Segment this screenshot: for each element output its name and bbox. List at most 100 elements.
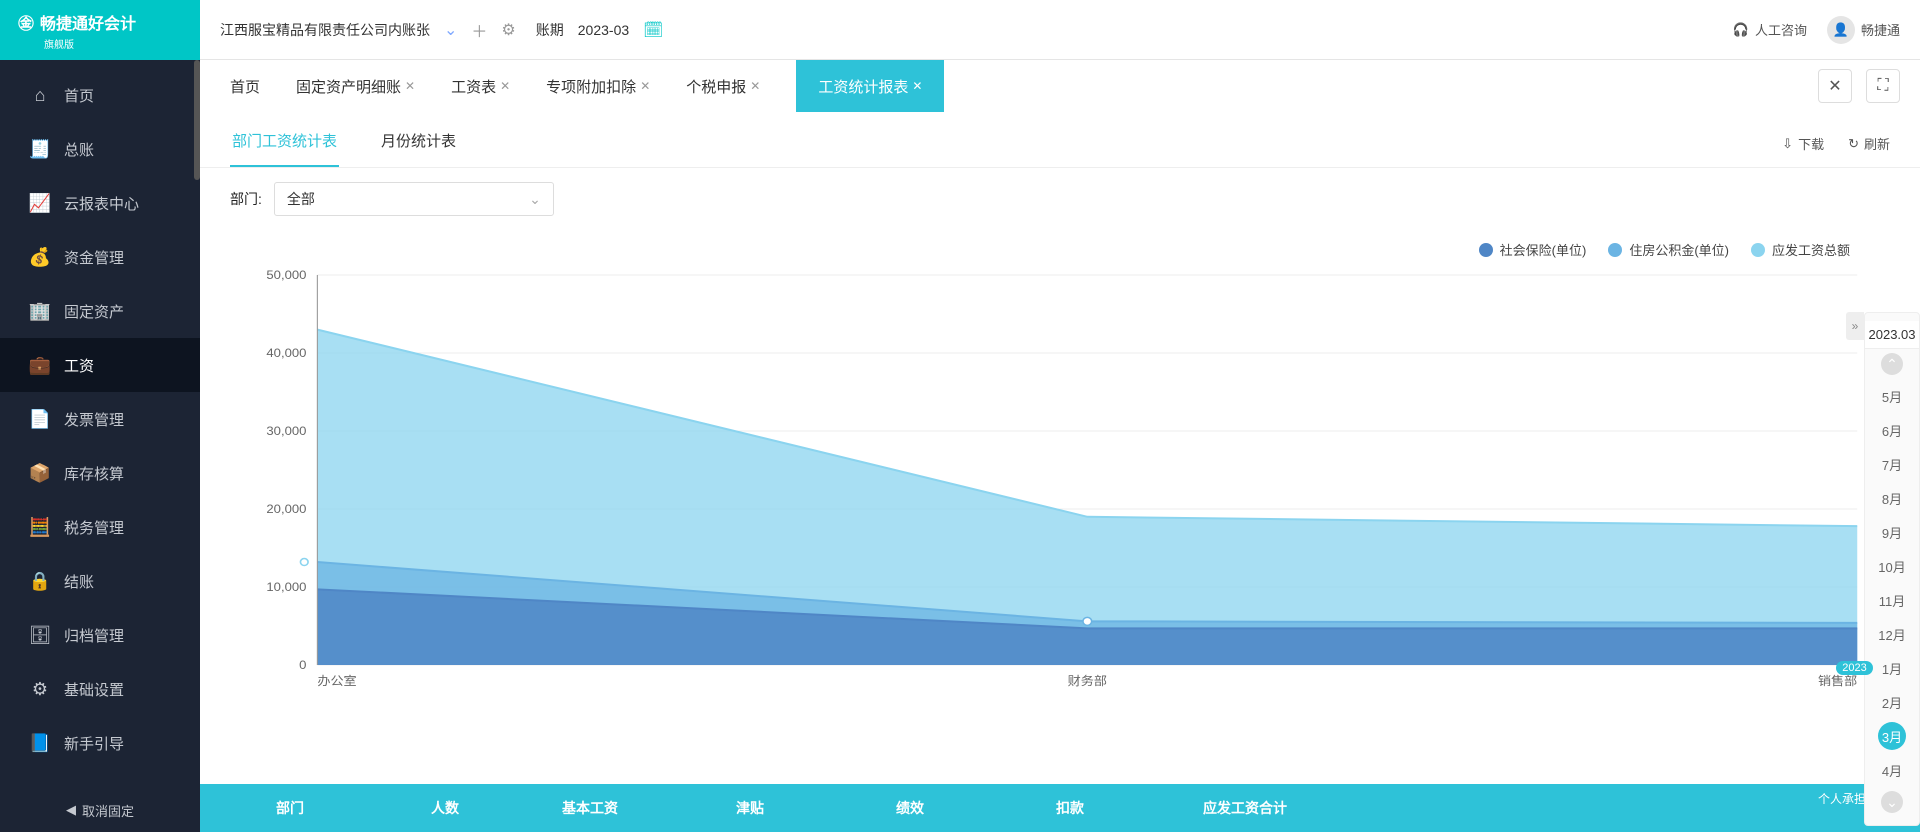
unpin-button[interactable]: ◀ 取消固定	[0, 788, 200, 832]
tab-4[interactable]: 个税申报✕	[686, 60, 760, 112]
filter-row: 部门: 全部 ⌄	[200, 168, 1920, 230]
company-dropdown-icon[interactable]: ⌄	[444, 20, 457, 40]
fullscreen-button[interactable]: ⛶	[1866, 69, 1900, 103]
tab-3[interactable]: 专项附加扣除 ✕	[546, 60, 650, 112]
logo-icon: ㊎	[18, 10, 34, 34]
tab-close-icon[interactable]: ✕	[500, 79, 510, 93]
nav-item-0[interactable]: ⌂首页	[0, 68, 200, 122]
legend-dot	[1479, 243, 1493, 257]
nav-list: ⌂首页🧾总账📈云报表中心💰资金管理 🏢 固定资产 💼 工资 📄发票管理📦库存核算 🧮 税务管理…	[0, 60, 200, 788]
chart-legend: 社会保险(单位) 住房公积金(单位) 应发工资总额	[230, 240, 1890, 259]
month-rail-item[interactable]: 6月	[1878, 413, 1905, 447]
svg-text:办公室: 办公室	[317, 674, 356, 688]
month-rail-item[interactable]: 20231月	[1878, 651, 1905, 685]
legend-label: 应发工资总额	[1772, 240, 1850, 259]
nav-item-6[interactable]: 📄发票管理	[0, 392, 200, 446]
nav-label: 基础设置	[64, 679, 124, 700]
legend-item[interactable]: 社会保险(单位)	[1479, 240, 1587, 259]
period-value: 2023-03	[578, 22, 629, 38]
nav-item-5[interactable]: 💼 工资	[0, 338, 200, 392]
tab-close-icon[interactable]: ✕	[640, 79, 650, 93]
refresh-button[interactable]: ↻ 刷新	[1848, 134, 1890, 153]
month-rail-up[interactable]: ⌃	[1881, 353, 1903, 375]
month-rail-collapse[interactable]: »	[1846, 312, 1864, 340]
svg-text:40,000: 40,000	[266, 346, 306, 359]
year-badge: 2023	[1836, 661, 1872, 675]
table-column-header: 应发工资合计	[1150, 798, 1340, 818]
user-name: 畅捷通	[1861, 20, 1900, 39]
month-rail-item[interactable]: 12月	[1878, 617, 1905, 651]
refresh-label: 刷新	[1864, 134, 1890, 153]
unpin-icon: ◀	[66, 802, 76, 818]
svg-text:30,000: 30,000	[266, 424, 306, 437]
svg-text:20,000: 20,000	[266, 502, 306, 515]
nav-icon: 🏢	[30, 301, 50, 321]
nav-item-12[interactable]: 📘新手引导	[0, 716, 200, 770]
nav-item-7[interactable]: 📦库存核算	[0, 446, 200, 500]
tab-close-icon[interactable]: ✕	[750, 79, 760, 93]
table-column-header: 基本工资	[510, 798, 670, 818]
nav-item-2[interactable]: 📈云报表中心	[0, 176, 200, 230]
sidebar: ㊎ 畅捷通好会计 旗舰版 ⌂首页🧾总账📈云报表中心💰资金管理🏢固定资产💼工资📄发…	[0, 0, 200, 832]
nav-label: 固定资产	[64, 301, 124, 322]
user-menu[interactable]: 👤 畅捷通	[1827, 16, 1900, 44]
nav-item-1[interactable]: 🧾总账	[0, 122, 200, 176]
chart-panel: 社会保险(单位)住房公积金(单位)应发工资总额 010,00020,00030,…	[200, 230, 1920, 784]
nav-label: 首页	[64, 85, 94, 106]
area-chart: 010,00020,00030,00040,00050,000办公室财务部销售部	[230, 265, 1890, 705]
nav-icon: ⚙	[30, 679, 50, 699]
nav-item-8[interactable]: 🧮 税务管理	[0, 500, 200, 554]
add-icon[interactable]: ＋	[471, 18, 487, 42]
tab-0[interactable]: 首页	[230, 60, 260, 112]
nav-icon: 💰	[30, 247, 50, 267]
nav-label: 结账	[64, 571, 94, 592]
nav-item-11[interactable]: ⚙ 基础设置	[0, 662, 200, 716]
tab-5[interactable]: 工资统计报表✕	[796, 60, 944, 112]
month-rail-item[interactable]: 10月	[1878, 549, 1905, 583]
support-label: 人工咨询	[1755, 20, 1807, 39]
month-rail-item[interactable]: 3月	[1878, 719, 1905, 753]
month-rail-item[interactable]: 8月	[1878, 481, 1905, 515]
support-link[interactable]: 🎧 人工咨询	[1733, 20, 1807, 39]
month-rail-item[interactable]: 4月	[1878, 753, 1905, 787]
table-column-header: 人数	[380, 798, 510, 818]
tabs-row: 首页固定资产明细账✕工资表✕专项附加扣除✕个税申报✕工资统计报表✕ ✕ ⛶	[200, 60, 1920, 112]
tab-label: 首页	[230, 76, 260, 97]
tab-1[interactable]: 固定资产明细账✕	[296, 60, 415, 112]
nav-icon: 📦	[30, 463, 50, 483]
month-rail-down[interactable]: ⌄	[1881, 791, 1903, 813]
calendar-icon[interactable]: 🗓	[643, 20, 663, 40]
month-rail-item[interactable]: 7月	[1878, 447, 1905, 481]
tab-close-icon[interactable]: ✕	[912, 79, 922, 93]
month-rail-item[interactable]: 11月	[1878, 583, 1905, 617]
nav-item-10[interactable]: 🗄归档管理	[0, 608, 200, 662]
month-rail-item[interactable]: 2月	[1878, 685, 1905, 719]
nav-item-3[interactable]: 💰资金管理	[0, 230, 200, 284]
nav-label: 工资	[64, 355, 94, 376]
settings-icon[interactable]: ⚙	[501, 20, 515, 40]
download-button[interactable]: ⇩ 下载	[1782, 134, 1824, 153]
nav-icon: 🧮	[30, 517, 50, 537]
avatar-icon: 👤	[1827, 16, 1855, 44]
sub-tab-1[interactable]: 月份统计表	[379, 130, 458, 167]
legend-item[interactable]: 应发工资总额	[1751, 240, 1850, 259]
nav-item-9[interactable]: 🔒结账	[0, 554, 200, 608]
dept-dropdown[interactable]: 全部 ⌄	[274, 182, 554, 216]
month-rail-item[interactable]: 5月	[1878, 379, 1905, 413]
table-header: 部门人数基本工资津贴绩效扣款应发工资合计个人承担社保	[200, 784, 1920, 832]
legend-item[interactable]: 住房公积金(单位)	[1608, 240, 1729, 259]
tab-label: 专项附加扣除	[546, 76, 636, 97]
main: 江西服宝精品有限责任公司内账张 ⌄ ＋ ⚙ 账期 2023-03 🗓 🎧 人工咨…	[200, 0, 1920, 832]
tab-2[interactable]: 工资表✕	[451, 60, 510, 112]
svg-text:0: 0	[299, 658, 306, 671]
nav-label: 税务管理	[64, 517, 124, 538]
nav-item-4[interactable]: 🏢 固定资产	[0, 284, 200, 338]
sub-tab-0[interactable]: 部门工资统计表	[230, 130, 339, 167]
nav-icon: 💼	[30, 355, 50, 375]
legend-label: 社会保险(单位)	[1500, 240, 1587, 259]
logo-edition: 旗舰版	[44, 36, 200, 51]
month-rail-item[interactable]: 9月	[1878, 515, 1905, 549]
nav-icon: 📄	[30, 409, 50, 429]
close-all-tabs-button[interactable]: ✕	[1818, 69, 1852, 103]
tab-close-icon[interactable]: ✕	[405, 79, 415, 93]
